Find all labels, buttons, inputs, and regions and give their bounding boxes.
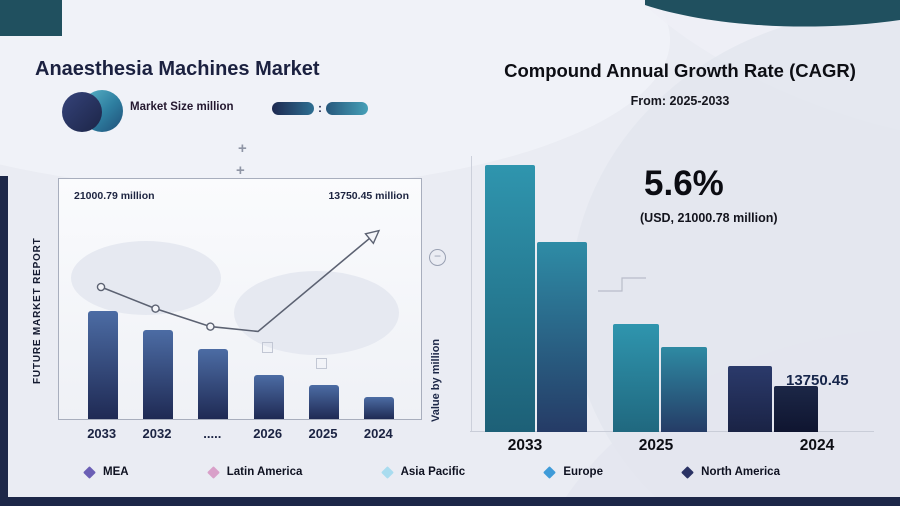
legend-label: Latin America	[226, 466, 303, 478]
cagr-bars-group	[470, 150, 882, 432]
legend-diamond-icon	[681, 465, 695, 479]
decor-curve	[0, 0, 670, 190]
left-x-axis-labels: 2033 2032..... 2026 2025 2024	[58, 426, 422, 444]
legend-diamond-icon	[543, 465, 557, 479]
cagr-subtitle: From: 2025-2033	[630, 94, 730, 108]
right-y-axis-line	[471, 156, 472, 432]
x-label-2024: 2024	[363, 426, 393, 441]
trend-marker	[96, 282, 106, 292]
cagr-bar-2033-front	[485, 164, 535, 432]
legend-item-latin-america: Latin America	[206, 465, 303, 479]
colon-separator: :	[318, 101, 322, 115]
trend-marker	[151, 304, 160, 313]
market-bar-chart: 21000.79 million 13750.45 million	[58, 178, 422, 420]
market-bar-2024	[364, 397, 395, 419]
x-label-2025: 2025	[638, 437, 674, 454]
legend-label: Europe	[563, 466, 603, 478]
x-label-2025: 2025	[308, 426, 338, 441]
x-label-2033: 2033	[87, 426, 117, 441]
legend-label: Asia Pacific	[400, 466, 466, 478]
legend-item-europe: Europe	[543, 465, 603, 479]
market-bar-.....	[198, 349, 229, 419]
cagr-bar-2024-back	[774, 386, 818, 432]
x-label-2026: 2026	[253, 426, 283, 441]
legend-diamond-icon	[206, 465, 220, 479]
gradient-pill-icon	[272, 102, 314, 115]
arrow-head-icon	[364, 229, 381, 245]
cagr-bar-2025-back	[661, 347, 707, 432]
step-line-decor	[598, 277, 646, 292]
cloud-decor	[71, 241, 221, 315]
plus-decor-icon: +	[236, 162, 245, 179]
cagr-bar-2025-front	[613, 324, 659, 432]
legend-label: North America	[701, 466, 780, 478]
market-bars-group	[59, 179, 421, 419]
market-size-legend-label: Market Size million	[130, 101, 234, 113]
value-callout-2024: 13750.45	[786, 372, 849, 389]
market-bar-2032	[143, 330, 173, 419]
x-label-2024: 2024	[799, 437, 835, 454]
left-strip	[0, 176, 8, 506]
gradient-pill-icon	[326, 102, 368, 115]
cloud-decor	[234, 271, 399, 355]
x-label-.....: .....	[203, 426, 222, 441]
value-annotation-2033: 21000.79 million	[74, 190, 155, 202]
bottom-strip	[0, 497, 900, 506]
legend-diamond-icon	[83, 465, 96, 479]
region-legend: MEA Latin America Asia Pacific Europe North …	[83, 465, 780, 479]
cagr-title: Compound Annual Growth Rate (CAGR)	[504, 60, 856, 81]
pie-navy-slice	[62, 92, 102, 132]
market-bar-2025	[309, 385, 339, 419]
x-label-2032: 2032	[142, 426, 172, 441]
square-decor	[316, 358, 327, 369]
right-y-axis-label: Value by million	[430, 338, 442, 422]
cagr-value: 5.6%	[644, 164, 724, 203]
market-bar-2026	[253, 374, 284, 419]
trend-marker	[206, 322, 215, 331]
market-bar-2033	[87, 311, 118, 419]
gradient-scale-icon: :	[272, 102, 368, 115]
minus-circle-icon: −	[429, 249, 446, 266]
cagr-note: (USD, 21000.78 million)	[640, 211, 778, 225]
plus-decor-icon: +	[238, 140, 247, 157]
trend-arrow-line	[96, 229, 381, 333]
cagr-bar-2024-front	[728, 366, 772, 432]
top-right-band	[645, 0, 900, 27]
legend-item-north-america: North America	[681, 465, 780, 479]
legend-diamond-icon	[380, 465, 394, 479]
market-size-pie-icon	[62, 90, 124, 133]
square-decor	[262, 342, 273, 353]
x-label-2033: 2033	[507, 437, 543, 454]
left-chart-title: Anaesthesia Machines Market	[35, 58, 320, 80]
cagr-bar-2033-back	[537, 241, 587, 432]
value-annotation-2024: 13750.45 million	[328, 190, 409, 202]
legend-item-asia-pacific: Asia Pacific	[380, 465, 466, 479]
legend-item-mea: MEA	[83, 465, 129, 479]
left-y-axis-label: FUTURE MARKET REPORT	[32, 237, 43, 385]
legend-label: MEA	[103, 466, 129, 478]
right-x-axis-labels: 2033 2025 2024	[470, 437, 882, 459]
corner-accent	[0, 0, 62, 36]
